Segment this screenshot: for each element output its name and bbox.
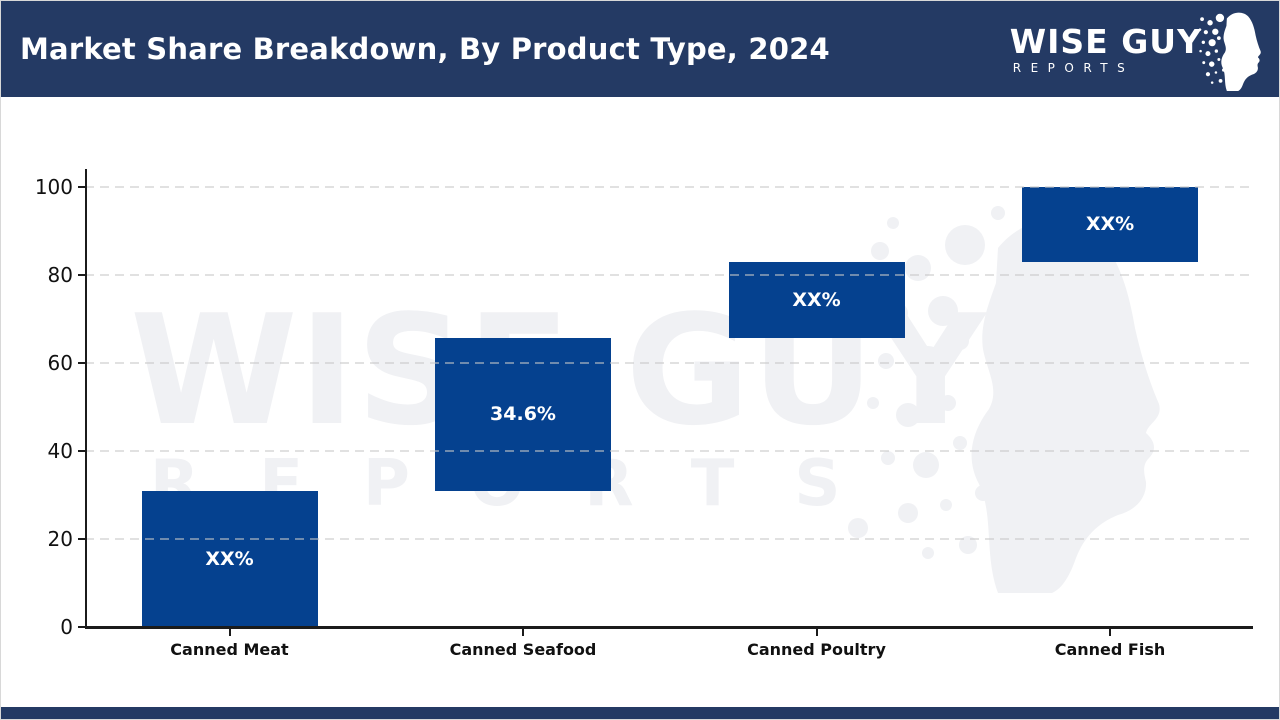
brand-logo-text: WISE GUY REPORTS	[1010, 25, 1202, 74]
category-label-canned-meat: Canned Meat	[170, 640, 289, 659]
x-tick-mark	[815, 629, 818, 636]
header-bar: Market Share Breakdown, By Product Type,…	[0, 0, 1280, 97]
brand-logo: WISE GUY REPORTS	[1010, 6, 1266, 92]
brand-subtitle: REPORTS	[1012, 60, 1135, 75]
x-tick-mark	[1109, 629, 1111, 636]
y-tick-mark	[78, 450, 85, 452]
y-tick-label: 80	[47, 263, 73, 287]
y-tick-mark	[78, 626, 85, 628]
brand-face-icon	[1198, 12, 1261, 91]
x-tick-mark	[228, 629, 231, 636]
bar-canned-meat	[141, 490, 318, 627]
category-label-canned-seafood: Canned Seafood	[449, 640, 597, 659]
y-tick-label: 100	[34, 175, 73, 199]
y-tick-label: 20	[47, 527, 73, 551]
category-label-canned-poultry: Canned Poultry	[747, 640, 886, 659]
bar-value-label: XX%	[1085, 213, 1135, 236]
page-title: Market Share Breakdown, By Product Type,…	[20, 31, 830, 66]
category-label-canned-fish: Canned Fish	[1054, 640, 1166, 659]
bar-value-label: 34.6%	[490, 403, 556, 426]
gridline-80	[85, 274, 1253, 276]
y-tick-label: 40	[47, 439, 73, 463]
gridline-100	[85, 186, 1253, 188]
bar-canned-fish	[1022, 187, 1198, 262]
footer-bar	[0, 707, 1280, 720]
x-axis	[85, 626, 1253, 629]
gridline-40	[85, 450, 1253, 452]
y-tick-label: 60	[47, 351, 73, 375]
y-tick-label: 0	[60, 615, 73, 639]
bar-value-label: XX%	[792, 289, 841, 312]
bar-value-label: XX%	[205, 547, 254, 570]
y-tick-mark	[78, 274, 85, 276]
y-tick-mark	[78, 362, 85, 364]
y-tick-mark	[78, 538, 85, 540]
x-tick-mark	[522, 629, 524, 636]
y-tick-mark	[78, 186, 85, 188]
brand-name: WISE GUY	[1009, 21, 1202, 61]
gridline-20	[85, 538, 1253, 540]
y-axis	[85, 169, 87, 629]
gridline-60	[85, 362, 1253, 364]
